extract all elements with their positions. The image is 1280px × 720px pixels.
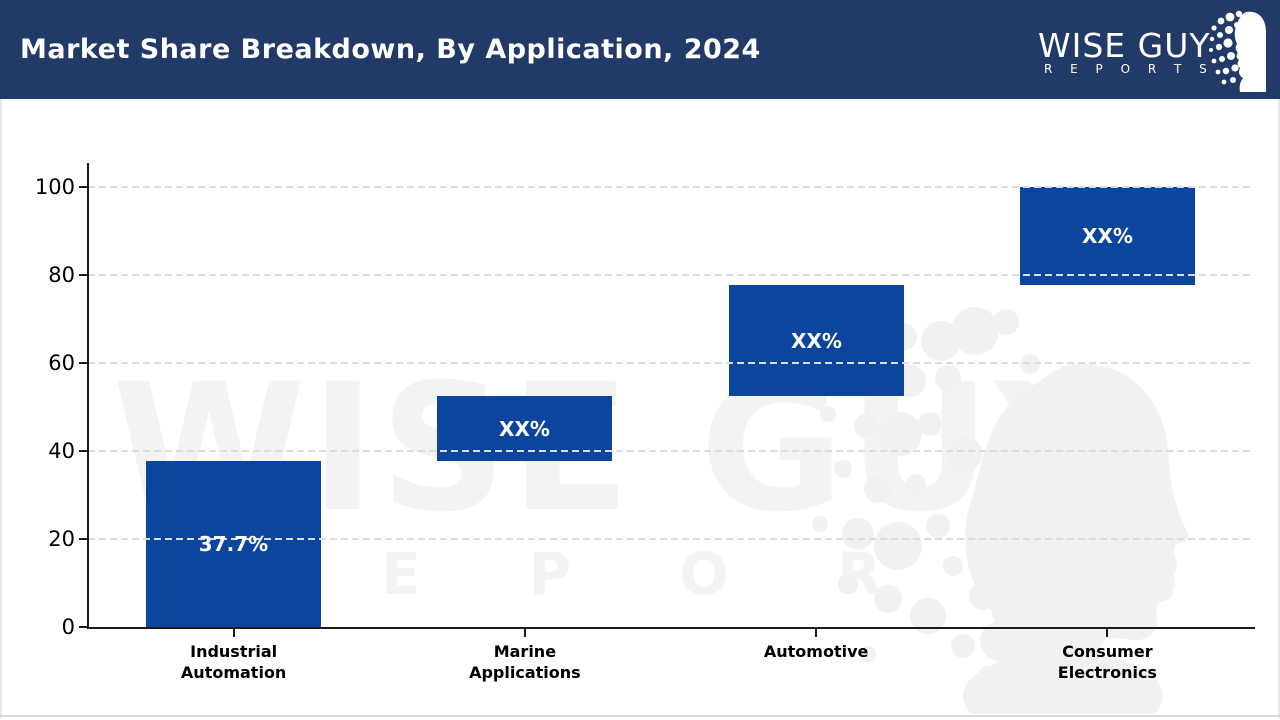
y-tick-label: 100	[34, 175, 75, 199]
y-tick	[79, 274, 87, 276]
bar	[146, 461, 321, 627]
logo-wordmark: WISE GUY	[1038, 26, 1211, 65]
y-tick	[79, 186, 87, 188]
y-tick	[79, 538, 87, 540]
page-border-right	[1278, 99, 1280, 718]
gridline	[88, 362, 1253, 364]
x-tick	[815, 629, 818, 637]
wise-guy-reports-logo: WISE GUY R E P O R T S	[1038, 6, 1268, 94]
y-tick-label: 80	[48, 263, 75, 287]
y-tick	[79, 362, 87, 364]
bar-value-label: 37.7%	[198, 532, 269, 557]
x-axis-spine	[87, 627, 1255, 629]
x-tick-label: Automotive	[763, 642, 869, 661]
y-axis-spine	[87, 163, 89, 629]
bar-value-label: XX%	[791, 328, 842, 353]
bar	[729, 285, 904, 396]
x-tick	[1106, 629, 1109, 637]
y-tick-label: 20	[48, 527, 75, 551]
y-tick	[79, 626, 87, 628]
y-tick-label: 60	[48, 351, 75, 375]
bar-value-label: XX%	[499, 416, 550, 441]
x-tick-label: Consumer Electronics	[1057, 642, 1157, 682]
chart-title: Market Share Breakdown, By Application, …	[20, 34, 761, 65]
y-tick-label: 40	[48, 439, 75, 463]
x-tick	[523, 629, 526, 637]
x-tick-label: Industrial Automation	[180, 642, 287, 682]
bar-value-label: XX%	[1082, 224, 1133, 249]
x-tick	[232, 629, 235, 637]
logo-subtext: R E P O R T S	[1044, 62, 1214, 76]
watermark-face-icon	[812, 307, 1188, 714]
page-border-left	[0, 99, 2, 718]
gridline	[88, 450, 1253, 452]
bar	[1020, 187, 1195, 286]
y-tick	[79, 450, 87, 452]
gridline	[88, 274, 1253, 276]
gridline	[88, 538, 1253, 540]
chart-canvas: WISE GUY R E P O R T S 0 20 40 60 80 100 37.7%	[0, 99, 1280, 718]
logo-face-icon	[1209, 10, 1266, 92]
y-tick-label: 0	[61, 615, 75, 639]
gridline	[88, 186, 1253, 188]
header-band: Market Share Breakdown, By Application, …	[0, 0, 1280, 99]
bottom-divider-line	[0, 715, 1280, 717]
x-tick-label: Marine Applications	[469, 642, 581, 682]
